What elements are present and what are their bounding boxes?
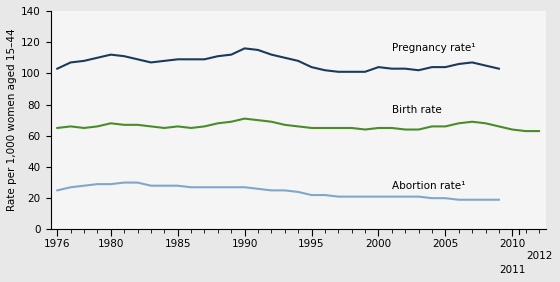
Text: Birth rate: Birth rate: [392, 105, 442, 116]
Text: Abortion rate¹: Abortion rate¹: [392, 181, 465, 191]
Y-axis label: Rate per 1,000 women aged 15–44: Rate per 1,000 women aged 15–44: [7, 29, 17, 212]
Text: 2012: 2012: [526, 251, 552, 261]
Text: Pregnancy rate¹: Pregnancy rate¹: [392, 43, 475, 53]
Text: 2011: 2011: [499, 265, 525, 275]
